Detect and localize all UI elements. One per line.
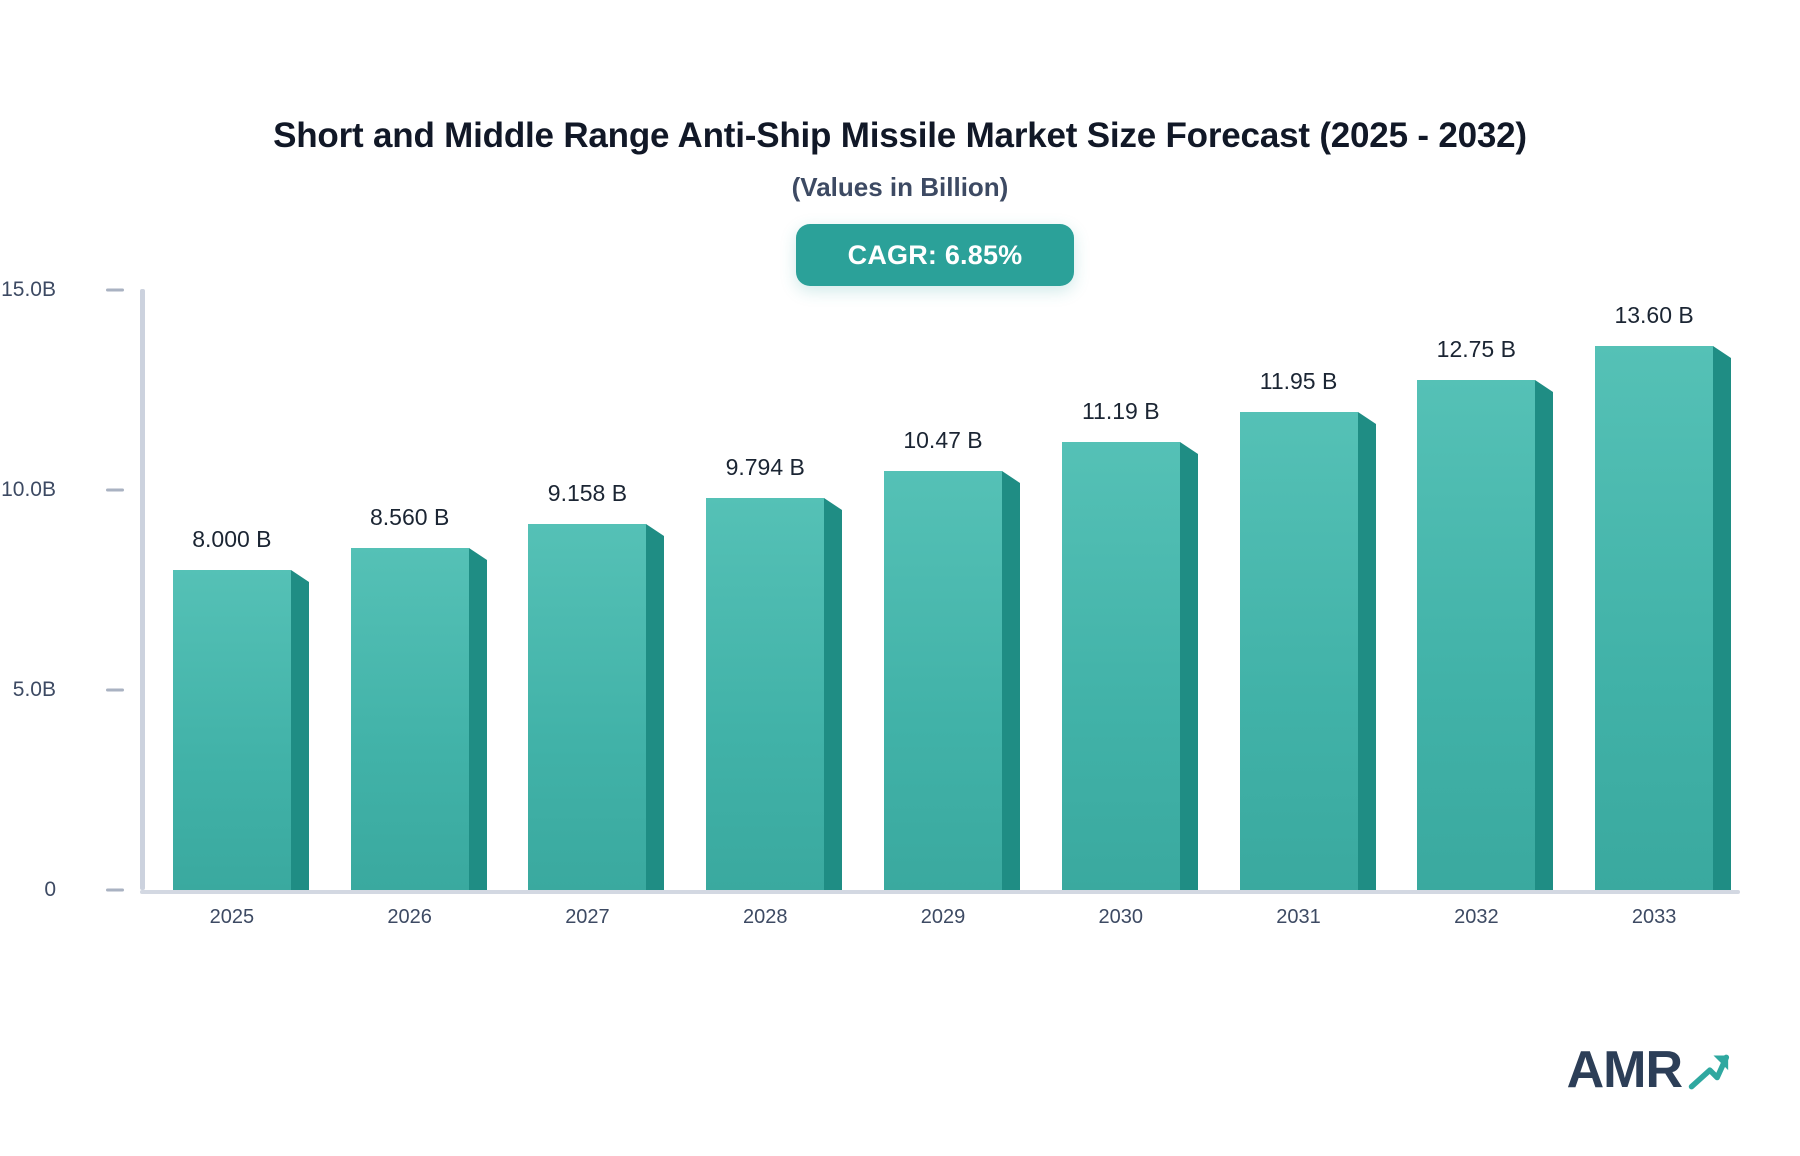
bar-side-face bbox=[1002, 483, 1020, 890]
bar-series: 8.000 B 8.560 B 9.158 B 9.794 B 10.47 B 11.19… bbox=[140, 290, 1740, 890]
bar-top-bevel bbox=[468, 547, 487, 560]
bar-front-face bbox=[172, 570, 291, 890]
bar-top-bevel bbox=[1357, 412, 1376, 424]
bar-side-face bbox=[1713, 358, 1732, 890]
bar-top-bevel bbox=[1713, 346, 1732, 358]
y-axis-line bbox=[140, 289, 145, 890]
cagr-badge-label: CAGR: 6.85% bbox=[847, 239, 1023, 270]
bar-side-face bbox=[646, 535, 665, 890]
cagr-badge: CAGR: 6.85% bbox=[796, 224, 1074, 286]
bar-front-face bbox=[1061, 442, 1180, 890]
bar-top-bevel bbox=[1002, 471, 1020, 484]
bar bbox=[528, 523, 665, 890]
bar bbox=[1239, 412, 1376, 890]
bar-front-face bbox=[706, 498, 825, 890]
bar-top-bevel bbox=[290, 570, 309, 582]
bar-side-face bbox=[1179, 454, 1198, 890]
bar-value-label: 11.95 B bbox=[1259, 368, 1338, 394]
bar-top-bevel bbox=[824, 498, 843, 511]
y-axis-tick-label: 15.0B bbox=[1, 278, 56, 301]
bar-top-bevel bbox=[646, 523, 665, 536]
x-axis-tick-label: 2032 bbox=[1454, 906, 1499, 928]
bar-top-bevel bbox=[1535, 380, 1554, 392]
x-axis-tick-label: 2026 bbox=[387, 906, 432, 928]
y-axis-tick-mark bbox=[106, 688, 124, 692]
bar bbox=[1417, 380, 1554, 890]
x-axis-tick-label: 2030 bbox=[1098, 906, 1144, 928]
bar-side-face bbox=[824, 510, 843, 890]
bar-top-bevel bbox=[1179, 442, 1198, 455]
growth-arrow-icon bbox=[1688, 1054, 1730, 1090]
y-axis-tick-label: 0 bbox=[44, 878, 56, 901]
bar-front-face bbox=[1417, 380, 1536, 890]
bar bbox=[706, 498, 843, 890]
bar-value-label: 12.75 B bbox=[1436, 336, 1516, 362]
bar-side-face bbox=[468, 559, 487, 890]
y-axis-tick-label: 5.0B bbox=[12, 678, 56, 701]
bar-value-label: 11.19 B bbox=[1081, 398, 1160, 425]
bar-front-face bbox=[1595, 346, 1714, 890]
x-axis-tick-label: 2031 bbox=[1276, 906, 1321, 928]
bar bbox=[1061, 442, 1198, 890]
bar-value-label: 9.794 B bbox=[725, 454, 805, 481]
y-axis-tick-mark bbox=[106, 288, 124, 292]
bar-side-face bbox=[290, 582, 309, 890]
bar bbox=[350, 547, 487, 890]
amr-logo: AMR bbox=[1567, 1044, 1730, 1096]
bar-value-label: 8.560 B bbox=[370, 503, 450, 530]
bar-front-face bbox=[884, 471, 1002, 890]
plot-area: 0 5.0B 10.0B 15.0B 8.000 B 8.560 B 9.158 B 9.7… bbox=[1, 278, 1740, 928]
bar-side-face bbox=[1535, 392, 1554, 890]
bar-side-face bbox=[1357, 424, 1376, 890]
bar bbox=[884, 471, 1020, 890]
y-axis-tick-mark bbox=[106, 488, 124, 492]
bar-value-label: 10.47 B bbox=[903, 427, 983, 454]
bar-front-face bbox=[1239, 412, 1358, 890]
bar-value-label: 13.60 B bbox=[1614, 302, 1694, 328]
bar bbox=[1595, 346, 1732, 890]
x-axis-line bbox=[140, 890, 1740, 894]
x-axis-tick-label: 2029 bbox=[920, 906, 966, 928]
y-axis-tick-mark bbox=[106, 888, 124, 892]
bar bbox=[172, 570, 309, 890]
y-axis-tick-label: 10.0B bbox=[1, 478, 56, 501]
x-axis-tick-label: 2027 bbox=[565, 906, 610, 928]
chart-title: Short and Middle Range Anti-Ship Missile… bbox=[273, 116, 1527, 155]
bar-value-label: 9.158 B bbox=[547, 479, 628, 506]
logo-text: AMR bbox=[1566, 1041, 1683, 1099]
x-axis-tick-label: 2033 bbox=[1631, 906, 1677, 928]
bar-value-label: 8.000 B bbox=[192, 526, 272, 552]
bar-front-face bbox=[528, 523, 647, 890]
x-axis-tick-label: 2025 bbox=[209, 906, 255, 928]
bar-front-face bbox=[350, 547, 469, 890]
chart-subtitle: (Values in Billion) bbox=[791, 172, 1009, 202]
x-axis-tick-label: 2028 bbox=[742, 906, 788, 928]
